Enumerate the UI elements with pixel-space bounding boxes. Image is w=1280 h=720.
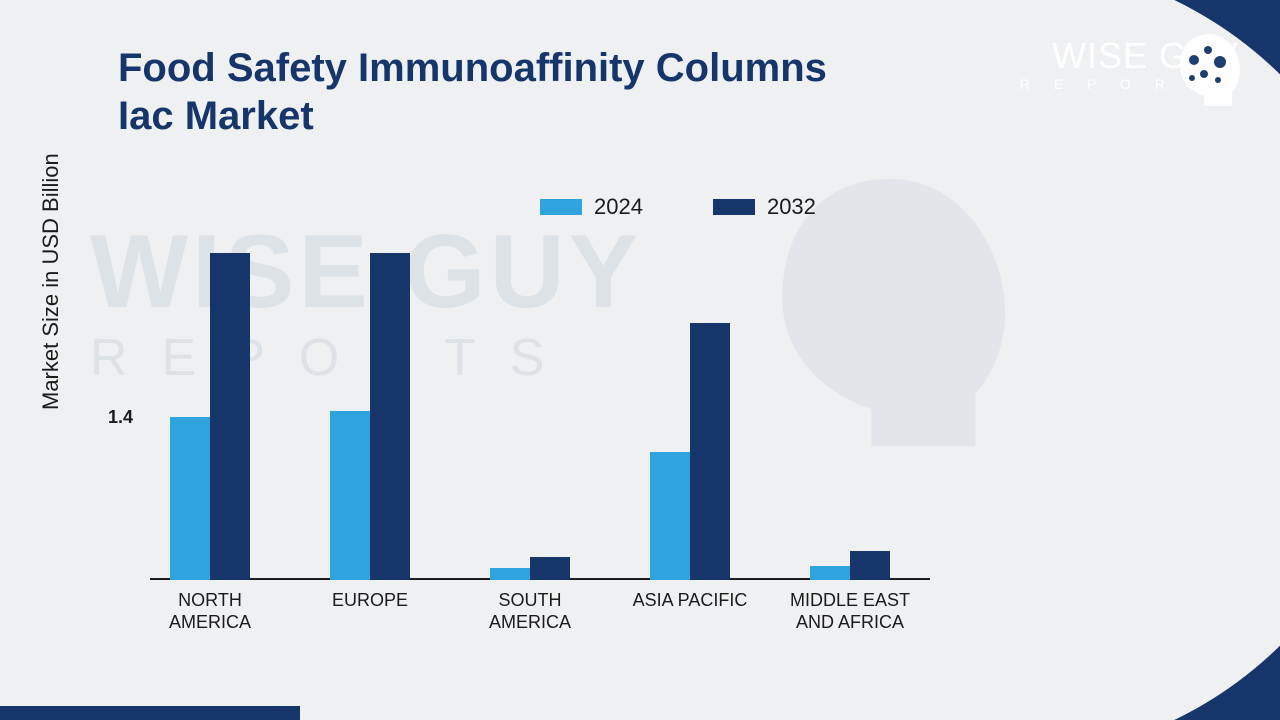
legend-item-2032: 2032	[713, 194, 816, 220]
x-category-label: NORTH AMERICA	[140, 590, 280, 633]
bar-2024	[330, 411, 370, 580]
x-category-label: MIDDLE EAST AND AFRICA	[780, 590, 920, 633]
chart-title: Food Safety Immunoaffinity Columns Iac M…	[118, 44, 878, 140]
bar-2032	[370, 253, 410, 580]
bar-2032	[850, 551, 890, 580]
bar-group	[790, 551, 910, 580]
legend: 2024 2032	[540, 194, 816, 220]
y-tick-label: 1.4	[108, 407, 133, 428]
logo-head-icon	[1174, 32, 1244, 112]
chart-plot-area	[150, 230, 930, 580]
bar-2024	[170, 417, 210, 580]
bar-group	[150, 253, 270, 580]
bar-2032	[210, 253, 250, 580]
bar-group	[630, 323, 750, 580]
brand-logo: WISE GUY R E P O R T S	[980, 38, 1240, 92]
bar-group	[310, 253, 430, 580]
legend-swatch-2032	[713, 199, 755, 215]
x-axis-labels: NORTH AMERICAEUROPESOUTH AMERICAASIA PAC…	[150, 582, 930, 702]
legend-item-2024: 2024	[540, 194, 643, 220]
legend-swatch-2024	[540, 199, 582, 215]
y-axis-label: Market Size in USD Billion	[38, 153, 64, 410]
bar-group	[470, 557, 590, 580]
x-category-label: SOUTH AMERICA	[460, 590, 600, 633]
x-category-label: ASIA PACIFIC	[620, 590, 760, 612]
bar-2024	[490, 568, 530, 580]
bar-2024	[650, 452, 690, 580]
bar-2024	[810, 566, 850, 580]
x-category-label: EUROPE	[300, 590, 440, 612]
legend-label-2024: 2024	[594, 194, 643, 220]
bar-2032	[690, 323, 730, 580]
legend-label-2032: 2032	[767, 194, 816, 220]
bar-2032	[530, 557, 570, 580]
bottom-accent-strip	[0, 706, 300, 720]
